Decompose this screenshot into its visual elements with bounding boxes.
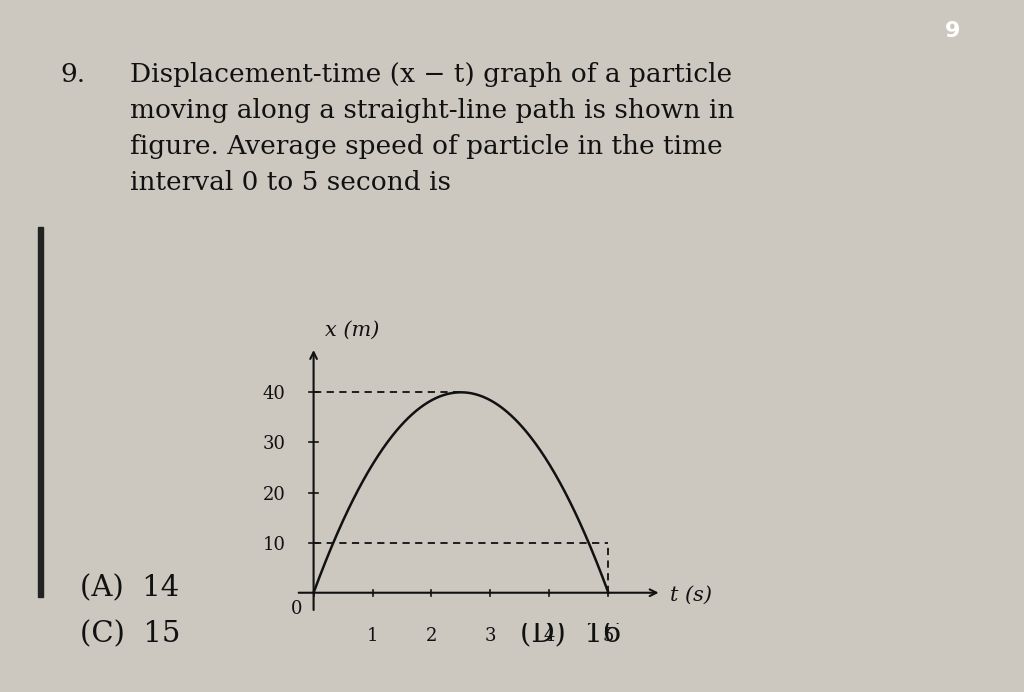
Text: (B)  11: (B) 11 [520,574,620,602]
Text: moving along a straight-line path is shown in: moving along a straight-line path is sho… [130,98,734,123]
Text: (A)  14: (A) 14 [80,574,179,602]
Text: (D)  16: (D) 16 [520,620,622,648]
Text: Displacement-time (x − t) graph of a particle: Displacement-time (x − t) graph of a par… [130,62,732,87]
Text: 9: 9 [944,21,961,41]
Text: t (s): t (s) [671,585,713,605]
Text: figure. Average speed of particle in the time: figure. Average speed of particle in the… [130,134,723,159]
Text: (C)  15: (C) 15 [80,620,180,648]
Text: x (m): x (m) [326,320,380,340]
Text: 9.: 9. [60,62,85,87]
Bar [38,227,43,597]
Text: 0: 0 [291,600,303,618]
Text: interval 0 to 5 second is: interval 0 to 5 second is [130,170,451,195]
